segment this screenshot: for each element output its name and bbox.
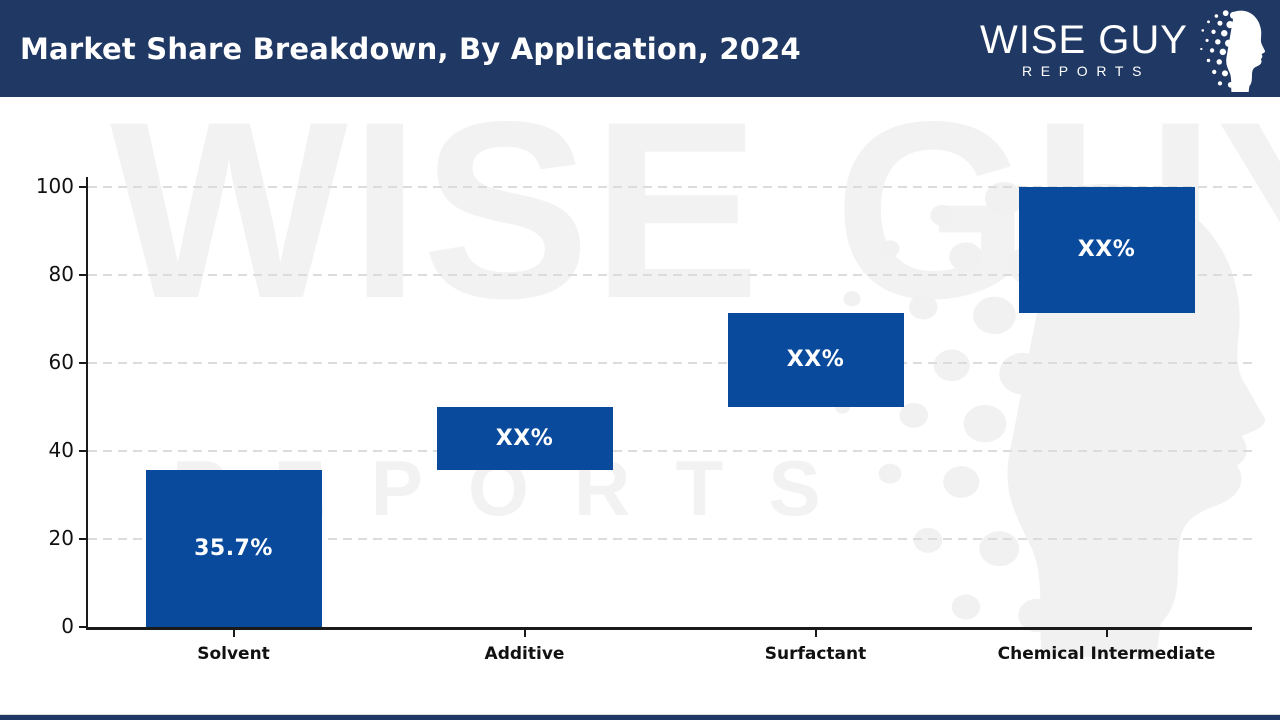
y-axis-line [86,177,88,629]
waterfall-bar: 35.7% [145,469,322,627]
logo-wordmark: WISE GUY [979,17,1188,62]
y-axis-tick [79,626,87,628]
y-axis-tick [79,362,87,364]
bar-value-label: XX% [786,347,845,373]
gridline [88,274,1252,276]
plot-area: WISE GUY REPORTS 0 20 40 60 80 100 35.7% Solven… [0,85,1280,715]
x-tick-label: Chemical Intermediate [997,644,1216,664]
logo-face-icon [1200,10,1266,92]
y-axis-tick [79,186,87,188]
gridline [88,362,1252,364]
y-tick-label: 20 [48,526,74,550]
footer-bar [0,715,1280,720]
y-axis-tick [79,274,87,276]
bar-value-label: 35.7% [194,535,273,561]
y-tick-label: 0 [61,614,74,638]
header-bar: Market Share Breakdown, By Application, … [0,0,1280,97]
bar-value-label: XX% [495,425,554,451]
y-axis-tick [79,450,87,452]
y-tick-label: 80 [48,262,74,286]
waterfall-bar: XX% [727,312,904,407]
gridline [88,538,1252,540]
wise-guy-logo: WISE GUY REPORTS [980,4,1270,94]
logo-text: WISE GUY REPORTS [980,20,1188,79]
y-axis-tick [79,538,87,540]
x-tick-label: Additive [484,644,565,664]
y-tick-label: 40 [48,438,74,462]
footer-divider [0,714,1280,715]
x-tick-label: Solvent [197,644,270,664]
waterfall-bar: XX% [436,407,613,470]
x-axis-tick [814,630,817,637]
logo-subtitle: REPORTS [1021,62,1151,79]
bar-value-label: XX% [1077,237,1136,263]
gridline [88,186,1252,188]
x-axis-tick [232,630,235,637]
x-axis-line [86,627,1252,630]
x-axis-tick [523,630,526,637]
x-axis-tick [1105,630,1108,637]
waterfall-bar: XX% [1018,187,1195,313]
chart-title: Market Share Breakdown, By Application, … [20,31,801,66]
gridline [88,450,1252,452]
y-tick-label: 100 [35,174,74,198]
x-tick-label: Surfactant [764,644,867,664]
y-tick-label: 60 [48,350,74,374]
